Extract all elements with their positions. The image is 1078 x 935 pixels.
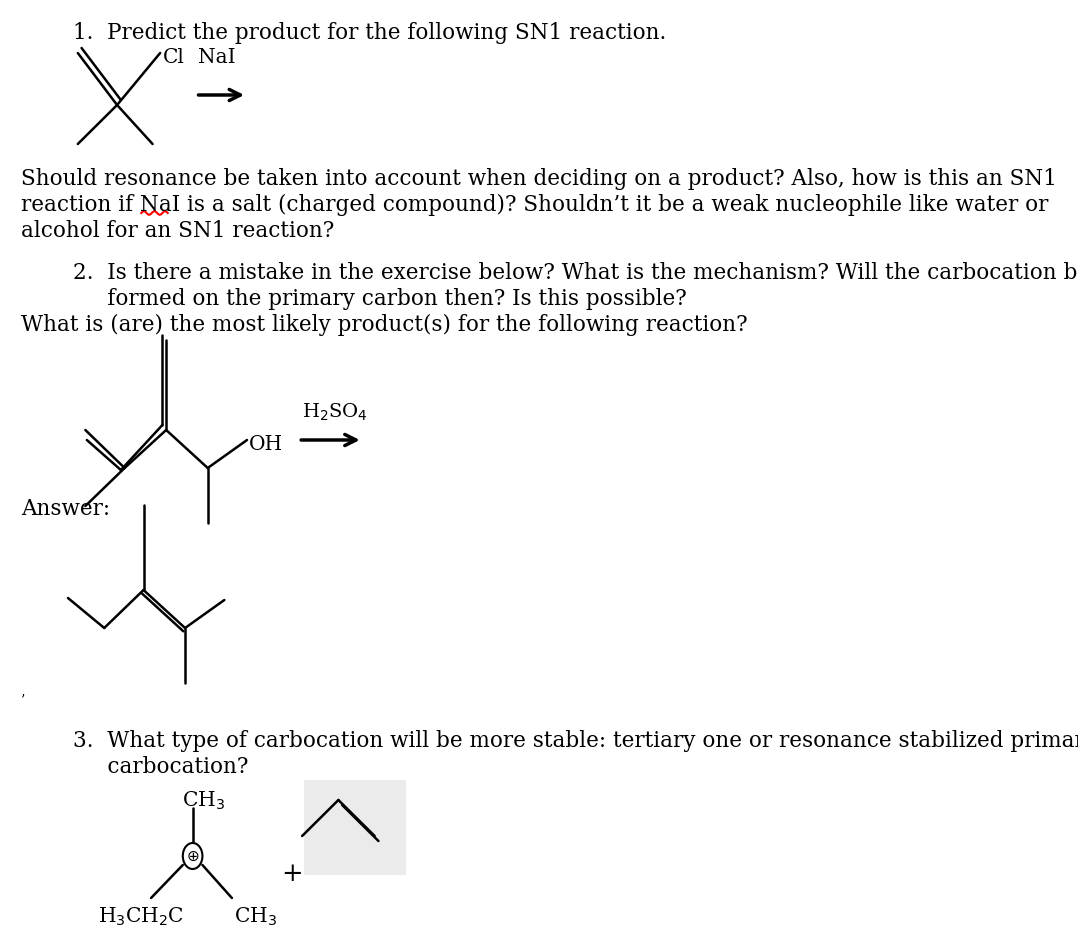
Bar xyxy=(304,780,406,875)
Text: Cl: Cl xyxy=(163,48,184,67)
Text: CH$_3$: CH$_3$ xyxy=(182,790,225,813)
Text: alcohol for an SN1 reaction?: alcohol for an SN1 reaction? xyxy=(22,220,334,242)
Text: reaction if NaI is a salt (charged compound)? Shouldn’t it be a weak nucleophile: reaction if NaI is a salt (charged compo… xyxy=(22,194,1049,216)
Text: NaI: NaI xyxy=(198,48,235,67)
Text: 1.  Predict the product for the following SN1 reaction.: 1. Predict the product for the following… xyxy=(73,22,666,44)
Text: 2.  Is there a mistake in the exercise below? What is the mechanism? Will the ca: 2. Is there a mistake in the exercise be… xyxy=(73,262,1078,284)
Text: CH$_3$: CH$_3$ xyxy=(234,906,277,928)
Text: H$_3$CH$_2$C: H$_3$CH$_2$C xyxy=(98,906,184,928)
Text: H$_2$SO$_4$: H$_2$SO$_4$ xyxy=(302,402,368,424)
Text: Answer:: Answer: xyxy=(22,498,110,520)
Text: +: + xyxy=(281,861,303,886)
Text: What is (are) the most likely product(s) for the following reaction?: What is (are) the most likely product(s)… xyxy=(22,314,748,336)
Text: carbocation?: carbocation? xyxy=(73,756,249,778)
Text: formed on the primary carbon then? Is this possible?: formed on the primary carbon then? Is th… xyxy=(73,288,687,310)
Text: ’: ’ xyxy=(22,693,26,707)
Text: Should resonance be taken into account when deciding on a product? Also, how is : Should resonance be taken into account w… xyxy=(22,168,1058,190)
Text: 3.  What type of carbocation will be more stable: tertiary one or resonance stab: 3. What type of carbocation will be more… xyxy=(73,730,1078,752)
Text: ⊕: ⊕ xyxy=(186,848,199,864)
Text: OH: OH xyxy=(249,435,284,454)
